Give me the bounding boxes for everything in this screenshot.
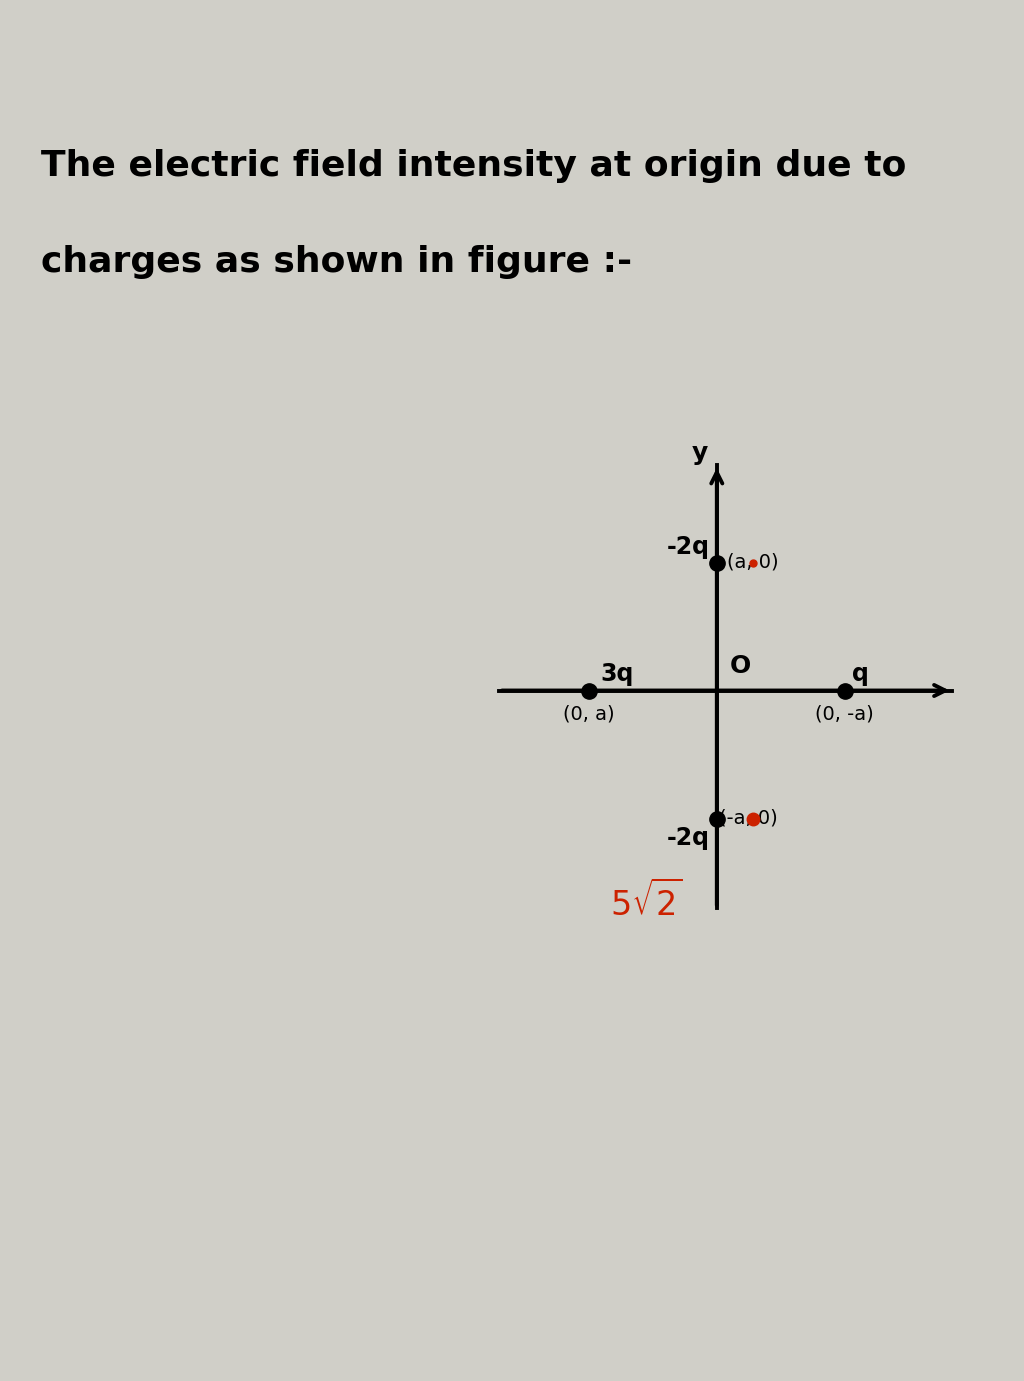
Text: charges as shown in figure :-: charges as shown in figure :- (41, 246, 632, 279)
Text: (-a, 0): (-a, 0) (720, 809, 778, 829)
Text: $5\sqrt{2}$: $5\sqrt{2}$ (610, 881, 683, 923)
Text: (a, 0): (a, 0) (727, 552, 778, 572)
Text: -2q: -2q (668, 826, 710, 849)
Text: q: q (852, 661, 868, 686)
Text: (0, -a): (0, -a) (815, 704, 874, 724)
Text: 3q: 3q (600, 661, 634, 686)
Text: The electric field intensity at origin due to: The electric field intensity at origin d… (41, 149, 906, 182)
Text: O: O (729, 653, 751, 678)
Text: -2q: -2q (668, 536, 710, 559)
Text: (0, a): (0, a) (563, 704, 614, 724)
Text: y: y (692, 441, 709, 465)
